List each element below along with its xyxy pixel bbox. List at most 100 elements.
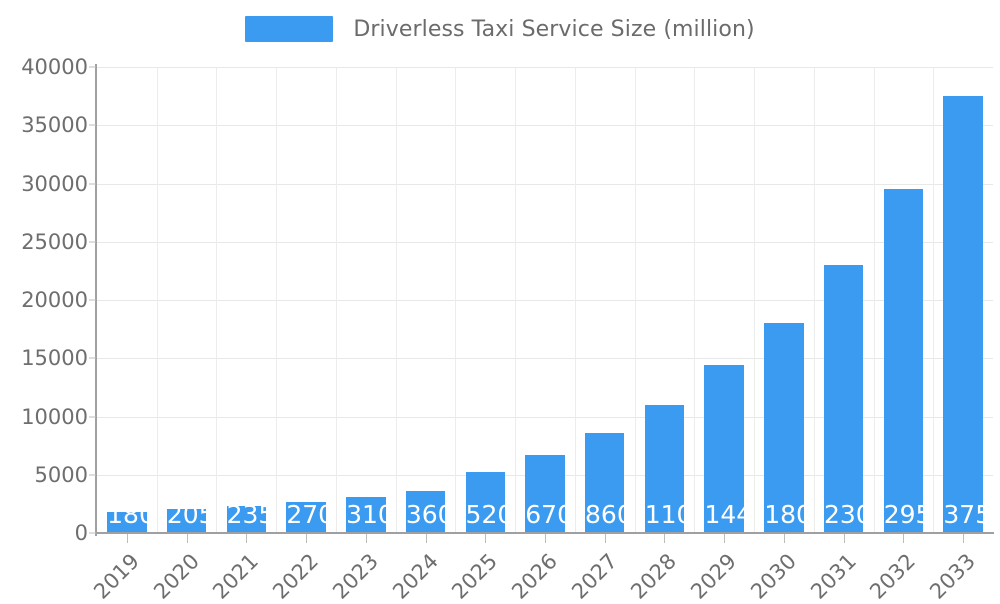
y-gridline <box>97 67 993 68</box>
x-axis-tick-mark <box>605 534 606 543</box>
bar-2022[interactable]: 2700 <box>286 501 326 533</box>
x-axis-tick-label: 2028 <box>626 549 682 604</box>
y-axis-tick-label: 15000 <box>21 346 88 371</box>
bar-2029[interactable]: 14400 <box>704 365 744 533</box>
x-axis-tick-label: 2033 <box>925 549 981 604</box>
y-gridline <box>97 241 993 243</box>
y-axis-tick-mark <box>89 474 96 476</box>
bar-2023[interactable]: 3100 <box>346 496 386 533</box>
x-axis-tick-mark <box>664 534 665 543</box>
x-axis-tick-mark <box>246 534 247 543</box>
x-axis-tick-label: 2027 <box>566 549 622 604</box>
x-axis-tick-mark <box>784 534 785 543</box>
x-gridline <box>515 67 516 533</box>
bar-2028[interactable]: 11000 <box>644 404 685 533</box>
bar-value-label: 5200 <box>465 502 505 527</box>
x-axis-tick-mark <box>844 534 845 543</box>
bar-value-label: 8600 <box>585 502 624 527</box>
bar-2020[interactable]: 2050 <box>166 502 207 533</box>
bar-2033[interactable]: 37500 <box>943 96 983 533</box>
y-axis-tick-label: 5000 <box>34 462 88 487</box>
legend-label: Driverless Taxi Service Size (million) <box>353 16 755 42</box>
y-axis-tick-label: 35000 <box>21 113 88 138</box>
bar-2025[interactable]: 5200 <box>465 472 505 533</box>
x-gridline <box>694 67 695 533</box>
bar-value-label: 2050 <box>166 502 206 527</box>
x-axis-tick-label: 2023 <box>327 549 383 604</box>
y-axis-tick-mark <box>89 66 96 68</box>
x-axis-tick-label: 2032 <box>865 549 921 604</box>
x-gridline <box>575 67 576 533</box>
x-axis-tick-label: 2031 <box>805 549 861 604</box>
x-axis-tick-label: 2029 <box>686 549 742 604</box>
x-gridline <box>814 67 815 533</box>
x-axis-tick-mark <box>724 534 725 543</box>
x-axis-tick-label: 2020 <box>148 549 204 604</box>
bar-2027[interactable]: 8600 <box>585 432 625 533</box>
bar-2026[interactable]: 6700 <box>525 454 565 533</box>
bar-value-label: 14400 <box>704 502 743 527</box>
bar-value-label: 18000 <box>764 502 803 527</box>
y-axis-tick-mark <box>89 357 96 359</box>
bar-2024[interactable]: 3600 <box>405 491 446 533</box>
y-axis-tick-label: 25000 <box>21 229 88 254</box>
bar-2031[interactable]: 23000 <box>823 265 864 533</box>
y-axis-tick-label: 30000 <box>21 171 88 196</box>
y-axis-tick-mark <box>89 124 96 126</box>
y-gridline <box>97 125 993 127</box>
y-axis-tick-mark <box>89 241 96 243</box>
y-gridline <box>97 300 993 301</box>
x-gridline <box>276 67 277 533</box>
x-axis-tick-label: 2021 <box>208 549 264 604</box>
y-axis-tick-mark <box>89 532 96 534</box>
x-axis-tick-mark <box>426 534 427 543</box>
chart-legend[interactable]: Driverless Taxi Service Size (million) <box>0 12 1000 46</box>
y-gridline <box>97 416 993 418</box>
x-axis-tick-mark <box>963 534 964 543</box>
plot-area: 1800 2050 2350 2700 3100 3600 5200 6700 8600 1100… <box>97 67 993 534</box>
bar-2030[interactable]: 18000 <box>764 323 804 533</box>
x-axis-tick-label: 2030 <box>746 549 801 604</box>
x-axis-tick-mark <box>366 534 367 543</box>
bar-value-label: 29500 <box>883 502 923 527</box>
x-axis-tick-label: 2019 <box>89 549 144 604</box>
x-axis-tick-label: 2024 <box>387 549 443 604</box>
bar-value-label: 37500 <box>943 502 982 527</box>
x-gridline <box>874 67 875 533</box>
y-axis-labels: 0 5000 10000 15000 20000 25000 30000 35000 40000 <box>0 0 88 600</box>
bar-value-label: 11000 <box>644 502 684 527</box>
bar-value-label: 3600 <box>405 502 445 527</box>
y-axis-tick-mark <box>89 183 96 184</box>
x-axis-tick-mark <box>903 534 904 543</box>
x-gridline <box>396 67 397 533</box>
x-gridline <box>157 67 158 533</box>
x-gridline <box>635 67 636 533</box>
x-axis-tick-label: 2025 <box>447 549 503 604</box>
y-axis-tick-mark <box>89 416 96 417</box>
y-gridline <box>97 358 993 360</box>
x-gridline <box>933 67 934 533</box>
x-axis-tick-label: 2022 <box>268 549 324 604</box>
x-axis-line <box>95 532 994 534</box>
x-axis-tick-mark <box>187 534 188 543</box>
x-axis-tick-mark <box>485 534 486 543</box>
y-gridline <box>97 183 993 185</box>
x-axis-tick-mark <box>306 534 307 543</box>
x-gridline <box>336 67 337 533</box>
bar-value-label: 6700 <box>525 502 564 527</box>
x-axis-tick-label: 2026 <box>507 549 562 604</box>
y-axis-line <box>95 64 97 536</box>
y-axis-tick-label: 10000 <box>21 404 88 429</box>
y-axis-tick-label: 0 <box>74 521 88 545</box>
bar-2021[interactable]: 2350 <box>226 502 267 533</box>
bar-2032[interactable]: 29500 <box>883 189 924 533</box>
y-axis-tick-label: 40000 <box>21 55 88 79</box>
x-gridline <box>216 67 217 533</box>
bar-value-label: 1800 <box>107 502 146 527</box>
x-axis-tick-mark <box>127 534 128 543</box>
legend-color-swatch[interactable] <box>245 16 334 42</box>
x-gridline <box>455 67 456 533</box>
bar-2019[interactable]: 1800 <box>107 502 147 533</box>
bar-value-label: 2700 <box>286 502 325 527</box>
